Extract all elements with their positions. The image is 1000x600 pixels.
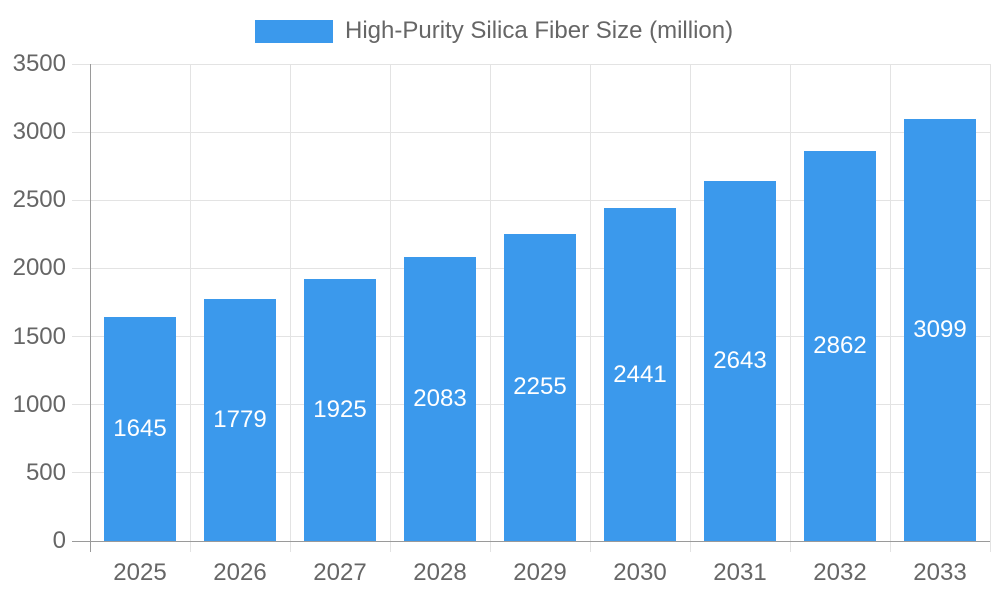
bar-2027[interactable] <box>304 278 376 541</box>
x-gridline <box>889 64 891 541</box>
y-tick-mark <box>72 336 90 338</box>
bar-2033[interactable] <box>904 118 976 541</box>
x-axis-label: 2031 <box>713 559 767 586</box>
x-axis-label: 2029 <box>513 559 567 586</box>
x-gridline <box>189 64 191 541</box>
bar-value-label: 1925 <box>313 395 367 423</box>
x-tick-mark <box>989 541 991 552</box>
bar-2032[interactable] <box>804 150 876 541</box>
bar-value-label: 2643 <box>713 346 767 374</box>
legend[interactable]: High-Purity Silica Fiber Size (million) <box>255 19 733 43</box>
y-gridline <box>90 199 990 201</box>
x-tick-mark <box>389 541 391 552</box>
x-tick-mark <box>489 541 491 552</box>
legend-label: High-Purity Silica Fiber Size (million) <box>345 17 734 44</box>
bar-value-label: 3099 <box>913 315 967 343</box>
y-gridline <box>90 63 990 65</box>
bar-2030[interactable] <box>604 208 676 541</box>
y-axis-label: 1500 <box>12 322 66 350</box>
x-gridline <box>789 64 791 541</box>
bar-2031[interactable] <box>704 180 776 541</box>
y-axis-label: 500 <box>25 458 66 486</box>
y-tick-mark <box>72 404 90 406</box>
y-axis-label: 0 <box>52 527 66 554</box>
bar-value-label: 2441 <box>613 360 667 388</box>
x-tick-mark <box>789 541 791 552</box>
y-axis-label: 3000 <box>12 118 66 146</box>
x-gridline <box>989 64 991 541</box>
y-tick-mark <box>72 267 90 269</box>
bar-value-label: 2862 <box>813 331 867 359</box>
x-gridline <box>489 64 491 541</box>
bar-value-label: 1645 <box>113 414 167 442</box>
x-axis-label: 2033 <box>913 559 967 586</box>
x-gridline <box>589 64 591 541</box>
y-axis-label: 2000 <box>12 254 66 282</box>
x-axis-label: 2028 <box>413 559 467 586</box>
y-axis-line <box>89 64 91 552</box>
bar-2028[interactable] <box>404 257 476 541</box>
bar-value-label: 2083 <box>413 385 467 413</box>
bar-value-label: 1779 <box>213 405 267 433</box>
x-gridline <box>289 64 291 541</box>
y-axis-label: 2500 <box>12 186 66 214</box>
x-gridline <box>689 64 691 541</box>
y-tick-mark <box>72 131 90 133</box>
bar-2026[interactable] <box>204 298 276 541</box>
x-axis-label: 2032 <box>813 559 867 586</box>
y-axis-label: 1000 <box>12 390 66 418</box>
bar-2029[interactable] <box>504 233 576 541</box>
x-axis-label: 2030 <box>613 559 667 586</box>
y-axis-label: 3500 <box>12 50 66 77</box>
x-axis-line <box>72 540 990 542</box>
x-tick-mark <box>589 541 591 552</box>
x-axis-label: 2025 <box>113 559 167 586</box>
x-axis-label: 2027 <box>313 559 367 586</box>
y-tick-mark <box>72 472 90 474</box>
bar-2025[interactable] <box>104 316 176 541</box>
y-tick-mark <box>72 199 90 201</box>
x-tick-mark <box>689 541 691 552</box>
x-tick-mark <box>189 541 191 552</box>
x-axis-label: 2026 <box>213 559 267 586</box>
x-tick-mark <box>889 541 891 552</box>
bar-value-label: 2255 <box>513 373 567 401</box>
y-tick-mark <box>72 63 90 65</box>
y-gridline <box>90 131 990 133</box>
legend-swatch <box>255 19 333 43</box>
x-tick-mark <box>289 541 291 552</box>
x-gridline <box>389 64 391 541</box>
